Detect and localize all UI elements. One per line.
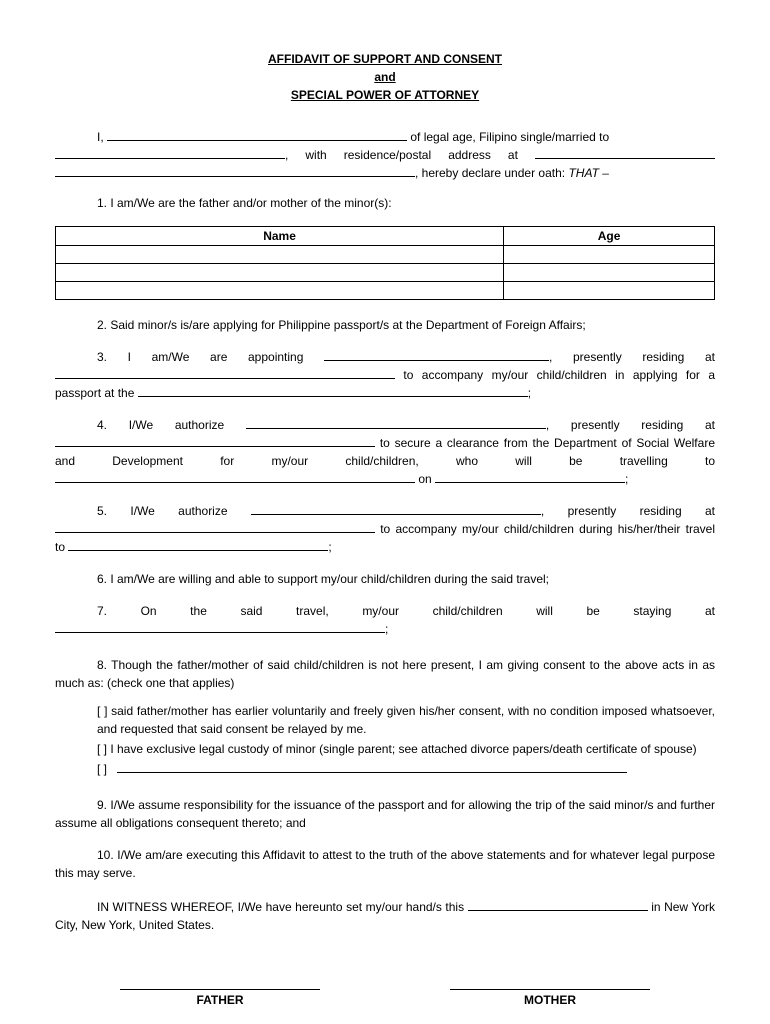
intro-i: I, [97,130,104,144]
title-line-2: and [55,68,715,86]
witness-clause: IN WITNESS WHEREOF, I/We have hereunto s… [55,898,715,934]
item-6: 6. I am/We are willing and able to suppo… [55,570,715,588]
mother-signature[interactable]: MOTHER [450,989,650,1009]
item-7: 7. On the said travel, my/our child/chil… [55,602,715,638]
item-8: 8. Though the father/mother of said chil… [55,656,715,778]
blank-authorize-1[interactable] [246,428,546,429]
minors-table: Name Age [55,226,715,300]
checkbox-option-2[interactable]: [ ] I have exclusive legal custody of mi… [97,740,715,758]
checkbox-option-1[interactable]: [ ] said father/mother has earlier volun… [97,702,715,738]
intro-declare: , hereby declare under oath: [415,166,565,180]
intro-residence: , with residence/postal address at [285,148,518,162]
father-signature[interactable]: FATHER [120,989,320,1009]
blank-destination[interactable] [55,482,415,483]
item-2: 2. Said minor/s is/are applying for Phil… [55,316,715,334]
checkbox-option-3[interactable]: [ ] [97,760,715,778]
table-row[interactable] [56,282,715,300]
item-4: 4. I/We authorize , presently residing a… [55,416,715,488]
blank-address-2[interactable] [55,176,415,177]
col-name: Name [56,227,504,246]
title-line-3: SPECIAL POWER OF ATTORNEY [55,86,715,104]
item-1: 1. I am/We are the father and/or mother … [55,194,715,212]
blank-witness-date[interactable] [468,910,648,911]
intro-legal-age: of legal age, Filipino single/married to [410,130,609,144]
table-row[interactable] [56,246,715,264]
signature-row: FATHER MOTHER [55,989,715,1009]
blank-name[interactable] [107,140,407,141]
blank-passport-office[interactable] [138,396,528,397]
blank-authorize-2[interactable] [251,514,541,515]
blank-authorize-2-addr[interactable] [55,532,375,533]
blank-address-1[interactable] [535,158,715,159]
blank-authorize-1-addr[interactable] [55,446,375,447]
item-10: 10. I/We am/are executing this Affidavit… [55,846,715,882]
item-9: 9. I/We assume responsibility for the is… [55,796,715,832]
blank-staying[interactable] [55,632,385,633]
blank-other-consent[interactable] [117,772,627,773]
blank-date[interactable] [435,482,625,483]
intro-that: THAT – [568,166,608,180]
blank-travel-dest[interactable] [68,550,328,551]
blank-appointee-addr[interactable] [55,378,395,379]
intro-paragraph: I, of legal age, Filipino single/married… [55,128,715,182]
item-3: 3. I am/We are appointing , presently re… [55,348,715,402]
table-row[interactable] [56,264,715,282]
col-age: Age [504,227,715,246]
blank-spouse[interactable] [55,158,285,159]
document-title: AFFIDAVIT OF SUPPORT AND CONSENT and SPE… [55,50,715,104]
blank-appointee[interactable] [324,360,549,361]
item-5: 5. I/We authorize , presently residing a… [55,502,715,556]
title-line-1: AFFIDAVIT OF SUPPORT AND CONSENT [55,50,715,68]
